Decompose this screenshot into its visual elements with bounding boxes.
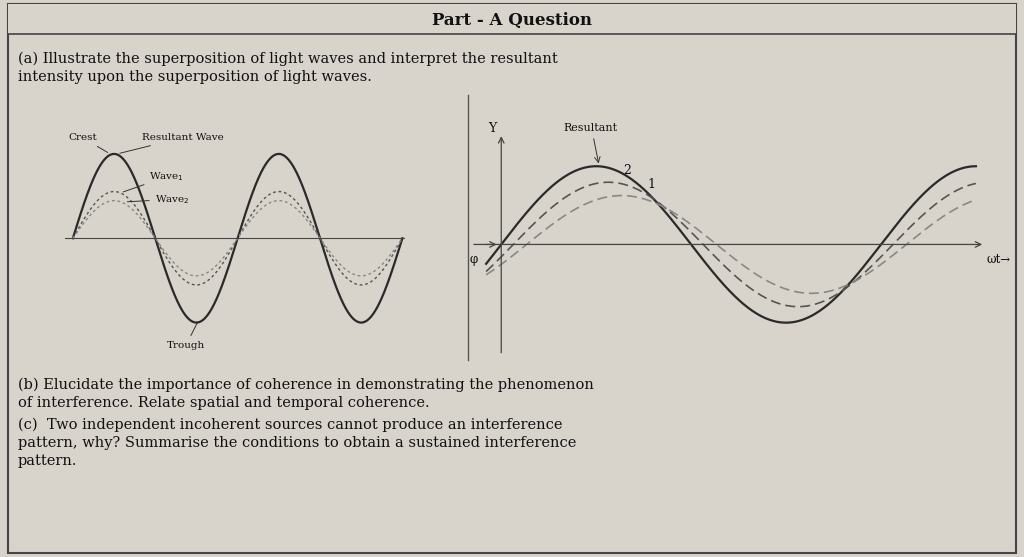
Text: Y: Y — [488, 123, 497, 135]
Text: φ: φ — [470, 253, 478, 266]
Bar — [8, 4, 1016, 34]
Text: Wave$_2$: Wave$_2$ — [127, 193, 189, 206]
Text: pattern.: pattern. — [18, 454, 78, 468]
Text: (a) Illustrate the superposition of light waves and interpret the resultant: (a) Illustrate the superposition of ligh… — [18, 52, 558, 66]
Text: 2: 2 — [624, 164, 631, 177]
Text: Resultant Wave: Resultant Wave — [120, 133, 223, 153]
Text: of interference. Relate spatial and temporal coherence.: of interference. Relate spatial and temp… — [18, 396, 430, 410]
Text: Trough: Trough — [167, 322, 205, 350]
Text: Wave$_1$: Wave$_1$ — [123, 170, 184, 192]
Text: pattern, why? Summarise the conditions to obtain a sustained interference: pattern, why? Summarise the conditions t… — [18, 436, 577, 450]
Text: intensity upon the superposition of light waves.: intensity upon the superposition of ligh… — [18, 70, 372, 84]
Text: (c)  Two independent incoherent sources cannot produce an interference: (c) Two independent incoherent sources c… — [18, 418, 562, 432]
Text: 1: 1 — [647, 178, 655, 191]
Text: Resultant: Resultant — [563, 123, 617, 133]
Text: (b) Elucidate the importance of coherence in demonstrating the phenomenon: (b) Elucidate the importance of coherenc… — [18, 378, 594, 392]
Text: ωt→: ωt→ — [987, 253, 1011, 266]
Text: Crest: Crest — [69, 133, 108, 153]
Text: Part - A Question: Part - A Question — [432, 12, 592, 30]
